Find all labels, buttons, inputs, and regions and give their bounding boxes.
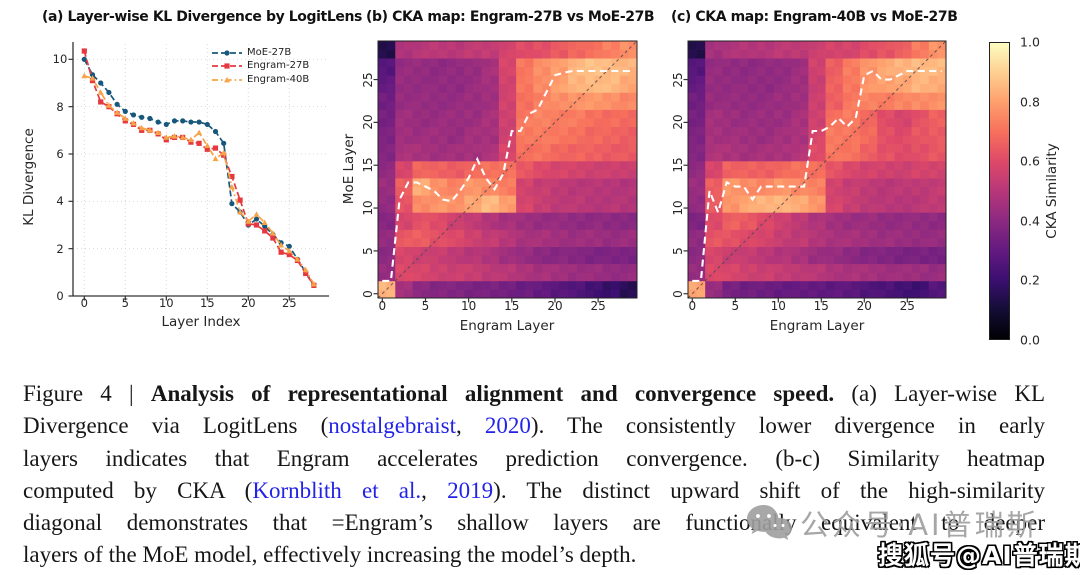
x-tick-label: 10 [461,299,477,313]
x-tick-label: 0 [688,299,697,313]
y-tick-label: 5 [361,247,375,255]
sohu-watermark-text: 搜狐号@AI普瑞斯 [878,541,1080,570]
y-tick-label: 25 [361,71,375,88]
y-tick-label: 6 [56,146,64,161]
cka-heatmap-engram40b [683,40,947,303]
legend: MoE-27B Engram-27B Engram-40B [212,46,309,86]
x-tick-label: 20 [856,299,872,313]
x-tick-label: 20 [240,296,256,310]
wechat-watermark: 公众号·AI普瑞斯 [746,502,1039,544]
x-tick-label: 0 [80,296,88,310]
colorbar-tick-label: 1.0 [1020,34,1040,50]
caption-text: , [421,477,448,503]
x-tick-label: 25 [899,299,915,313]
caption-text: ). The consistently lower divergence in … [530,413,1046,439]
x-tick-label: 20 [547,299,563,313]
legend-row-engram40b: Engram-40B [212,73,309,86]
x-tick-label: 10 [770,299,786,313]
y-tick-label: 0 [671,289,685,298]
panel-a-title: (a) Layer-wise KL Divergence by LogitLen… [42,9,362,25]
x-tick-label: 15 [199,296,215,310]
y-tick-label: 10 [361,200,375,216]
caption-line: diagonal demonstrates that =Engram’s sha… [23,507,1045,539]
y-tick-label: 5 [671,247,685,255]
y-tick-label: 15 [671,157,685,173]
panel-c-xlabel: Engram Layer [769,318,865,334]
kl-divergence-chart [68,42,329,301]
legend-row-engram27b: Engram-27B [212,60,309,73]
caption-citation-link[interactable]: nostalgebraist [328,413,457,439]
y-tick-label: 25 [671,71,685,88]
y-tick-label: 0 [56,289,64,303]
colorbar-label: CKA Similarity [1044,143,1060,239]
colorbar-tick-label: 0.8 [1020,94,1040,110]
legend-label: Engram-27B [247,60,310,72]
wechat-watermark-text: 公众号·AI普瑞斯 [800,508,1039,542]
caption-line: Divergence via LogitLens (nostalgebraist… [23,410,1045,442]
caption-line: computed by CKA (Kornblith et al., 2019)… [23,475,1045,507]
colorbar-tick-label: 0.6 [1020,153,1040,169]
x-tick-label: 25 [281,296,297,310]
y-tick-label: 4 [56,194,64,209]
cka-heatmap-engram27b [373,40,638,303]
x-tick-label: 15 [813,299,829,313]
x-tick-label: 15 [504,299,520,313]
y-tick-label: 2 [56,241,64,256]
caption-text: Figure 4 | [23,381,151,406]
caption-text: computed by CKA ( [23,477,253,503]
panel-c-title: (c) CKA map: Engram-40B vs MoE-27B [671,9,958,25]
legend-line-sample-moe27b [212,43,242,62]
x-tick-label: 10 [158,296,174,310]
caption-line: layers of the MoE model, effectively inc… [23,539,1045,571]
panel-a-ylabel: KL Divergence [21,128,37,226]
caption-line: Figure 4 | Analysis of representational … [23,378,1045,410]
caption-text: diagonal demonstrates that =Engram’s sha… [23,510,1045,536]
y-tick-label: 20 [361,114,375,131]
x-tick-label: 0 [378,299,387,313]
figure-caption: Figure 4 | Analysis of representational … [23,378,1045,572]
legend-line-sample-engram40b [212,70,242,89]
legend-label: MoE-27B [247,46,292,58]
y-tick-label: 10 [671,200,685,216]
y-tick-label: 10 [52,52,68,67]
colorbar-tick-label: 0.0 [1020,332,1040,348]
colorbar-tick-label: 0.4 [1020,213,1040,229]
chat-bubbles-icon [747,505,792,540]
caption-text: layers of the MoE model, effectively inc… [23,542,637,568]
caption-text: ). The distinct upward shift of the high… [493,477,1046,503]
caption-text: (a) Layer-wise KL [834,381,1046,406]
x-tick-label: 5 [421,299,430,313]
legend-row-moe27b: MoE-27B [212,46,309,59]
caption-citation-link[interactable]: Kornblith et al. [252,477,422,503]
x-tick-label: 5 [121,296,129,310]
x-tick-label: 25 [590,299,606,313]
panel-b-ylabel: MoE Layer [341,133,357,205]
panel-a-xlabel: Layer Index [161,314,241,330]
y-tick-label: 0 [361,289,375,298]
caption-text: , [456,413,485,439]
caption-text: layers indicates that Engram accelerates… [23,445,1045,471]
caption-line: layers indicates that Engram accelerates… [23,443,1045,475]
legend-label: Engram-40B [247,73,310,85]
colorbar [989,42,1010,340]
caption-citation-link[interactable]: 2019 [447,477,494,503]
panel-b-xlabel: Engram Layer [459,318,555,334]
caption-text: Divergence via LogitLens ( [23,413,329,439]
caption-citation-link[interactable]: 2020 [484,413,531,439]
y-tick-label: 8 [56,99,64,114]
y-tick-label: 15 [361,157,375,173]
caption-text: Analysis of representational alignment a… [150,381,835,406]
legend-line-sample-engram27b [212,56,242,75]
x-tick-label: 5 [731,299,740,313]
y-tick-label: 20 [671,114,685,131]
colorbar-tick-label: 0.2 [1020,272,1040,288]
panel-b-title: (b) CKA map: Engram-27B vs MoE-27B [366,9,655,25]
